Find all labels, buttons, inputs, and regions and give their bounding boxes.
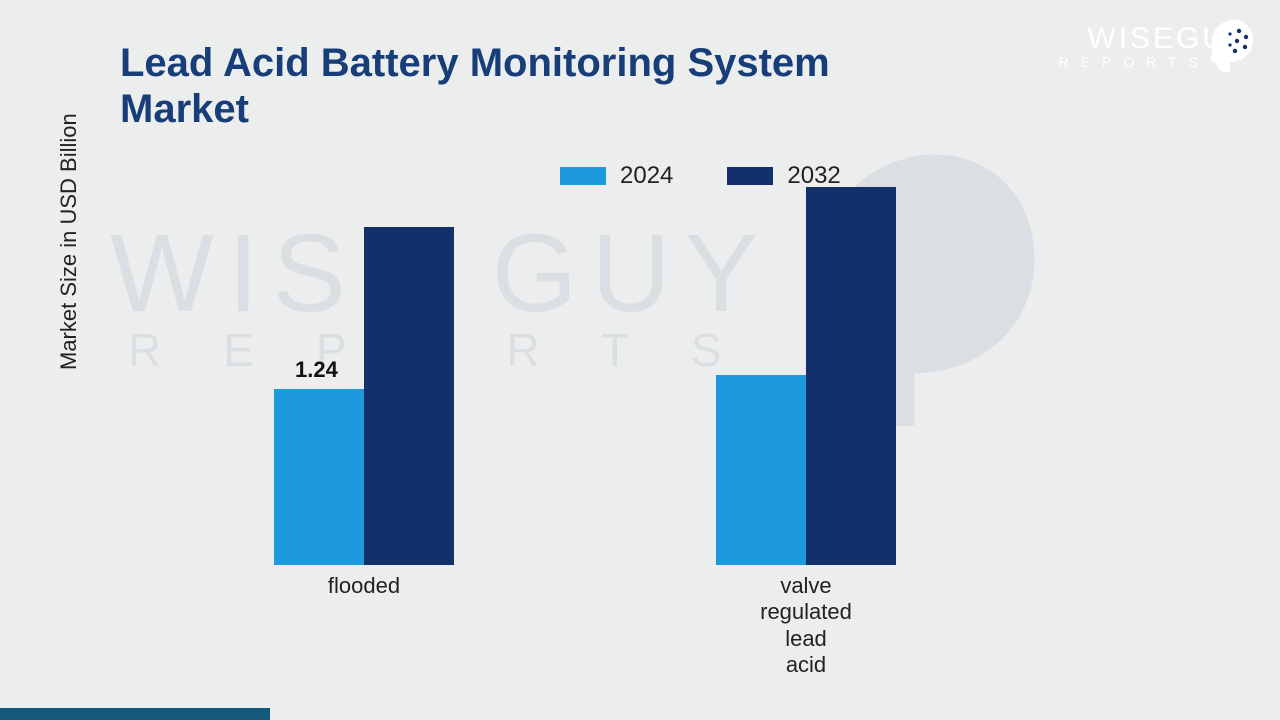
x-label-flooded: flooded (328, 573, 400, 599)
bar-vrla-2032 (806, 187, 896, 565)
bar-vrla-2024 (716, 375, 806, 565)
bar-flooded-2032 (364, 227, 454, 565)
legend-swatch-2032 (727, 167, 773, 185)
value-label-flooded-2024: 1.24 (295, 357, 338, 383)
head-icon (1208, 18, 1258, 74)
bar-flooded-2024 (274, 389, 364, 565)
chart-title: Lead Acid Battery Monitoring System Mark… (120, 40, 880, 132)
brand-logo: WISEGUY REPORTS (1059, 22, 1250, 70)
bar-group-flooded: 1.24flooded (274, 227, 454, 565)
legend-label-2024: 2024 (620, 162, 673, 190)
y-axis-label: Market Size in USD Billion (56, 113, 82, 370)
bar-group-vrla: valve regulated lead acid (716, 187, 896, 565)
plot-area: 1.24floodedvalve regulated lead acid (110, 200, 990, 565)
legend-item-2024: 2024 (560, 162, 673, 190)
bottom-accent-bar (0, 708, 270, 720)
chart-stage: WISEGUY REPORTS Lead Acid Battery Monito… (0, 0, 1280, 720)
legend-swatch-2024 (560, 167, 606, 185)
legend-item-2032: 2032 (727, 162, 840, 190)
legend-label-2032: 2032 (787, 162, 840, 190)
legend: 2024 2032 (560, 162, 841, 190)
x-label-vrla: valve regulated lead acid (760, 573, 852, 679)
